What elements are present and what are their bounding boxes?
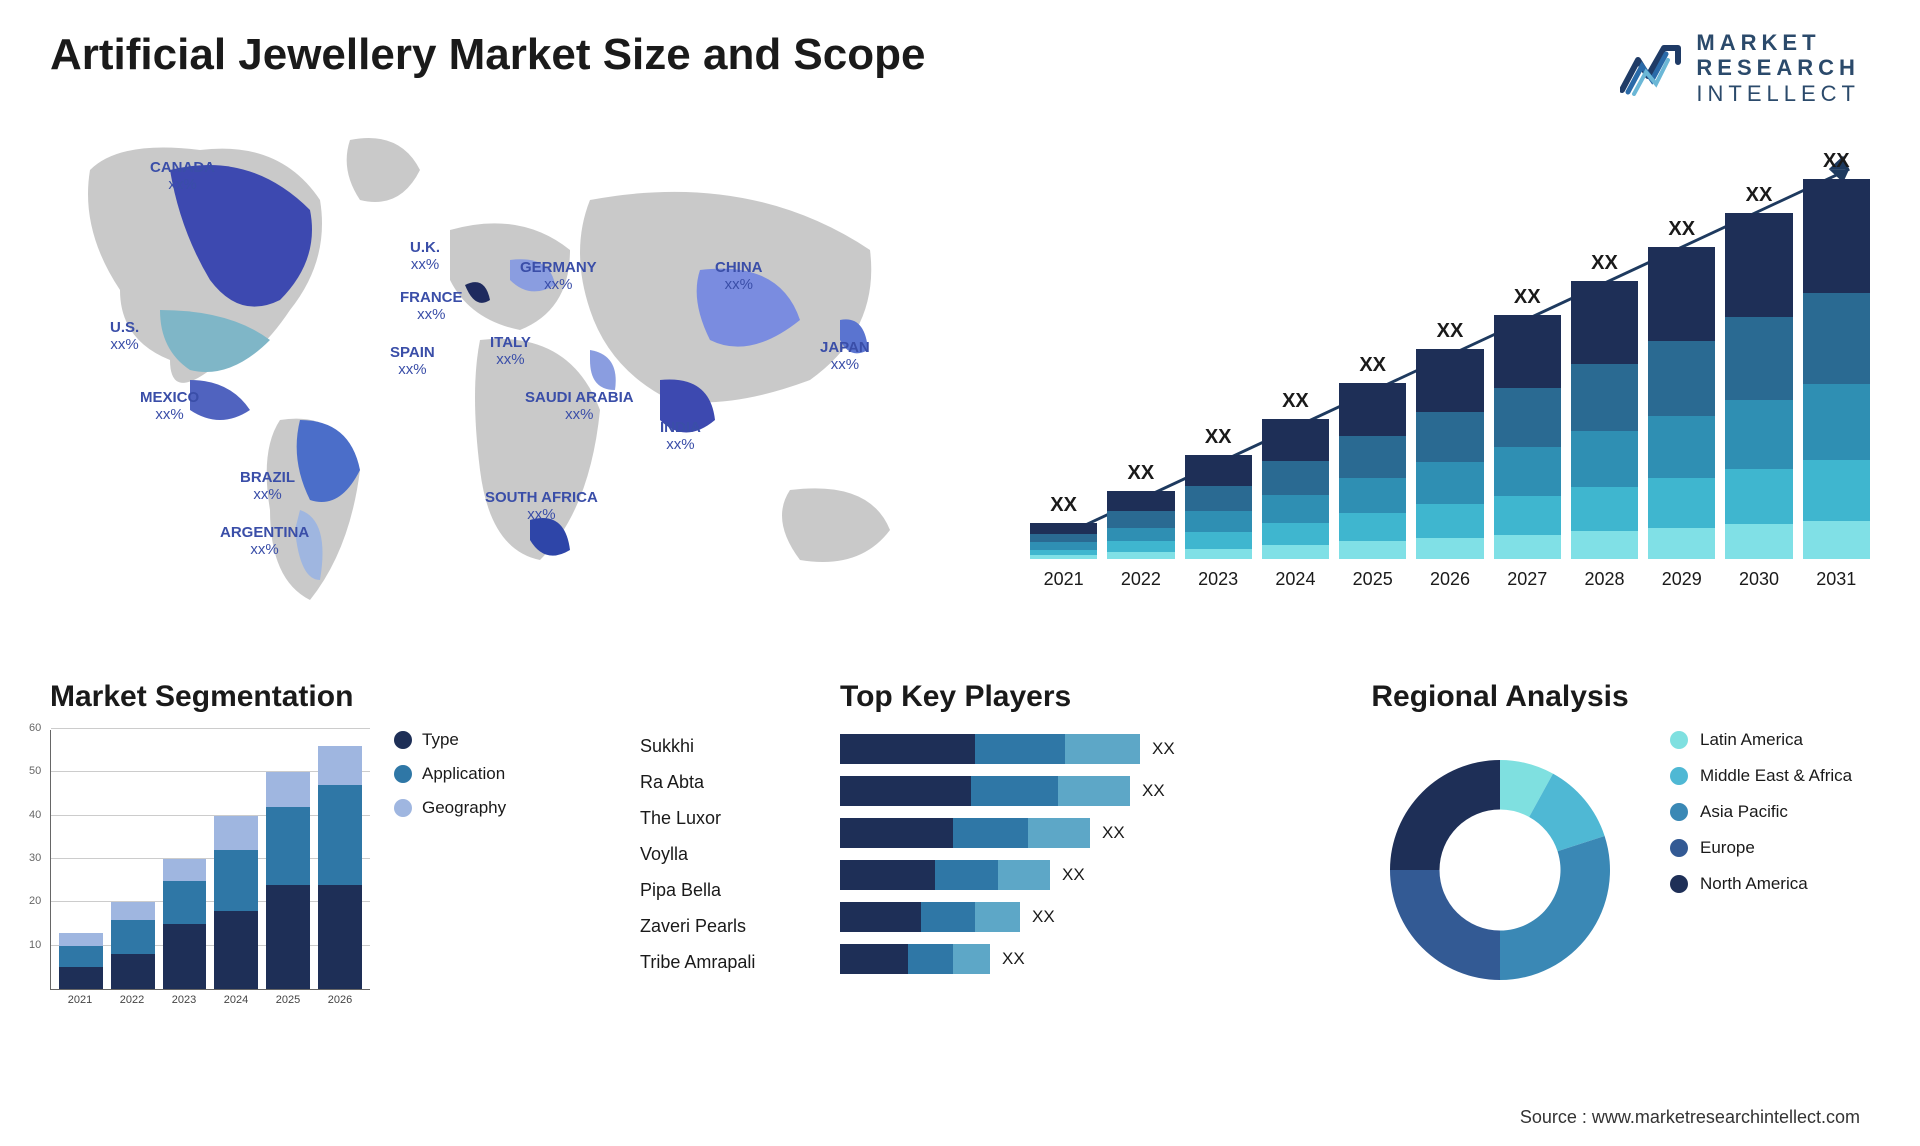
player-bar-row: XX <box>840 856 1320 894</box>
player-value: XX <box>1152 739 1175 759</box>
main-bar-column: XX 2027 <box>1494 286 1561 590</box>
world-map: CANADAxx% U.S.xx% MEXICOxx% BRAZILxx% ARGENT… <box>50 110 950 630</box>
map-label: SPAINxx% <box>390 345 435 378</box>
player-bar-row: XX <box>840 772 1320 810</box>
map-label: SAUDI ARABIAxx% <box>525 390 634 423</box>
player-name: Tribe Amrapali <box>640 944 820 980</box>
player-value: XX <box>1062 865 1085 885</box>
map-label: ITALYxx% <box>490 335 531 368</box>
donut-slice <box>1500 836 1610 980</box>
legend-item: Asia Pacific <box>1670 802 1852 822</box>
brand-logo: MARKET RESEARCH INTELLECT <box>1620 30 1860 106</box>
map-label: GERMANYxx% <box>520 260 597 293</box>
main-bar-column: XX 2031 <box>1803 150 1870 590</box>
main-bar-column: XX 2030 <box>1725 184 1792 590</box>
player-name: Zaveri Pearls <box>640 908 820 944</box>
segmentation-title: Market Segmentation <box>50 680 610 714</box>
segmentation-legend: Type Application Geography <box>394 730 506 832</box>
legend-item: Middle East & Africa <box>1670 766 1852 786</box>
legend-item: Latin America <box>1670 730 1852 750</box>
legend-item: North America <box>1670 874 1852 894</box>
bar-year-label: 2025 <box>1353 569 1393 590</box>
player-name: Pipa Bella <box>640 872 820 908</box>
map-label: MEXICOxx% <box>140 390 199 423</box>
player-bar-row: XX <box>840 730 1320 768</box>
bar-year-label: 2028 <box>1584 569 1624 590</box>
legend-item: Europe <box>1670 838 1852 858</box>
map-label: U.K.xx% <box>410 240 440 273</box>
regional-donut <box>1350 730 1650 1010</box>
players-chart: XX XX XX XX XX XX <box>840 730 1320 978</box>
player-name: Voylla <box>640 836 820 872</box>
bar-year-label: 2026 <box>1430 569 1470 590</box>
regional-title: Regional Analysis <box>1350 680 1650 714</box>
players-title: Top Key Players <box>840 680 1320 714</box>
player-value: XX <box>1102 823 1125 843</box>
player-bar-row: XX <box>840 898 1320 936</box>
market-size-chart: XX 2021 XX 2022 XX 2023 XX 2024 XX 2025 XX 2026 XX 20… <box>990 110 1870 630</box>
player-name: Sukkhi <box>640 728 820 764</box>
segmentation-chart: 102030405060 <box>50 730 370 990</box>
players-list: SukkhiRa AbtaThe LuxorVoyllaPipa BellaZa… <box>640 728 820 1010</box>
logo-text: MARKET RESEARCH INTELLECT <box>1696 30 1860 106</box>
main-bar-column: XX 2028 <box>1571 252 1638 590</box>
regional-panel: Regional Analysis Latin America Middle Ea… <box>1350 680 1870 1010</box>
bar-top-label: XX <box>1514 286 1541 309</box>
main-bar-column: XX 2029 <box>1648 218 1715 590</box>
map-label: BRAZILxx% <box>240 470 295 503</box>
bar-top-label: XX <box>1359 354 1386 377</box>
bar-year-label: 2030 <box>1739 569 1779 590</box>
player-name: Ra Abta <box>640 764 820 800</box>
map-label: ARGENTINAxx% <box>220 525 309 558</box>
main-bar-column: XX 2024 <box>1262 390 1329 590</box>
bar-top-label: XX <box>1591 252 1618 275</box>
legend-item: Type <box>394 730 506 750</box>
map-label: SOUTH AFRICAxx% <box>485 490 598 523</box>
bar-year-label: 2031 <box>1816 569 1856 590</box>
main-bar-column: XX 2023 <box>1185 426 1252 590</box>
player-name: The Luxor <box>640 800 820 836</box>
bar-top-label: XX <box>1746 184 1773 207</box>
map-label: CANADAxx% <box>150 160 215 193</box>
page-title: Artificial Jewellery Market Size and Sco… <box>50 30 1870 80</box>
donut-slice <box>1390 760 1500 870</box>
bar-top-label: XX <box>1205 426 1232 449</box>
player-bar-row: XX <box>840 814 1320 852</box>
source-attribution: Source : www.marketresearchintellect.com <box>1520 1107 1860 1128</box>
players-panel: SukkhiRa AbtaThe LuxorVoyllaPipa BellaZa… <box>640 680 1320 1010</box>
legend-item: Application <box>394 764 506 784</box>
bar-year-label: 2023 <box>1198 569 1238 590</box>
segmentation-panel: Market Segmentation 102030405060 2021202… <box>50 680 610 1010</box>
main-bar-column: XX 2026 <box>1416 320 1483 590</box>
map-label: INDIAxx% <box>660 420 701 453</box>
player-value: XX <box>1142 781 1165 801</box>
legend-item: Geography <box>394 798 506 818</box>
regional-legend: Latin America Middle East & Africa Asia Pa… <box>1670 730 1852 1010</box>
bar-top-label: XX <box>1050 494 1077 517</box>
donut-slice <box>1390 870 1500 980</box>
main-bar-column: XX 2022 <box>1107 462 1174 590</box>
bar-year-label: 2027 <box>1507 569 1547 590</box>
bar-year-label: 2022 <box>1121 569 1161 590</box>
player-bar-row: XX <box>840 940 1320 978</box>
bar-year-label: 2024 <box>1275 569 1315 590</box>
main-bar-column: XX 2025 <box>1339 354 1406 590</box>
bar-top-label: XX <box>1437 320 1464 343</box>
bar-top-label: XX <box>1668 218 1695 241</box>
bar-top-label: XX <box>1823 150 1850 173</box>
logo-arrows-icon <box>1620 40 1684 96</box>
player-value: XX <box>1002 949 1025 969</box>
main-bar-column: XX 2021 <box>1030 494 1097 590</box>
segmentation-x-axis: 202120222023202420252026 <box>50 990 370 1006</box>
bar-top-label: XX <box>1128 462 1155 485</box>
map-label: CHINAxx% <box>715 260 763 293</box>
map-label: FRANCExx% <box>400 290 463 323</box>
map-label: JAPANxx% <box>820 340 870 373</box>
bar-year-label: 2021 <box>1044 569 1084 590</box>
player-value: XX <box>1032 907 1055 927</box>
map-label: U.S.xx% <box>110 320 139 353</box>
bar-year-label: 2029 <box>1662 569 1702 590</box>
bar-top-label: XX <box>1282 390 1309 413</box>
